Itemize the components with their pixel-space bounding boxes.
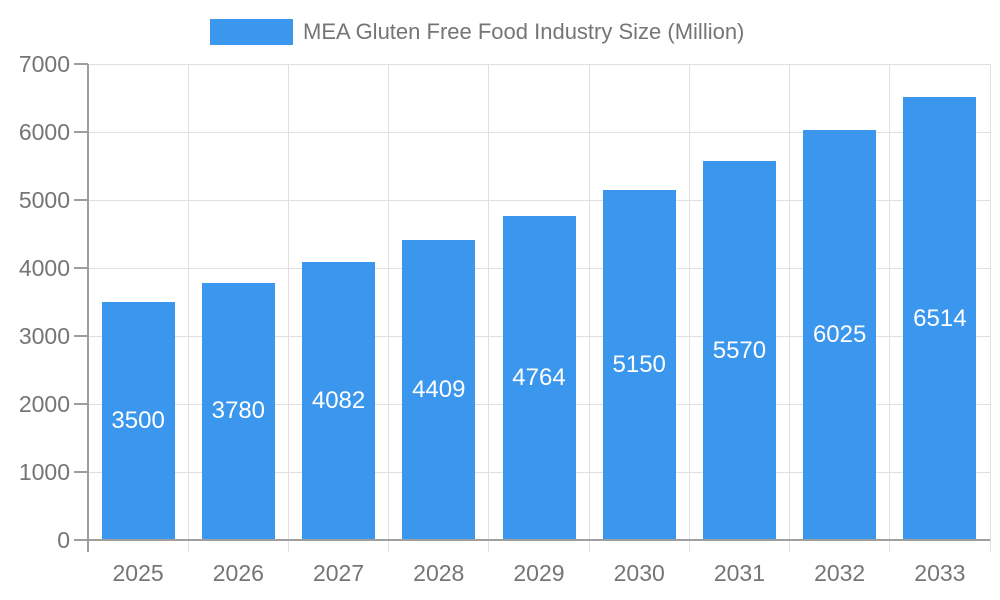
bar-value-label: 6514 bbox=[913, 304, 967, 332]
y-tick bbox=[74, 335, 88, 337]
y-tick bbox=[74, 403, 88, 405]
x-tick-label: 2031 bbox=[713, 560, 766, 586]
x-axis-line bbox=[88, 539, 990, 541]
bar[interactable] bbox=[201, 282, 275, 540]
y-tick bbox=[74, 63, 88, 65]
bar[interactable] bbox=[903, 97, 977, 540]
y-axis-line bbox=[87, 64, 89, 552]
x-tick-label: 2025 bbox=[112, 560, 164, 586]
y-tick-label: 0 bbox=[57, 527, 70, 553]
gridline-h bbox=[88, 131, 990, 133]
gridline-v bbox=[789, 64, 791, 552]
y-tick-label: 7000 bbox=[18, 51, 70, 77]
x-tick-label: 2033 bbox=[914, 560, 966, 586]
y-tick-label: 3000 bbox=[18, 323, 70, 349]
legend-label: MEA Gluten Free Food Industry Size (Mill… bbox=[303, 19, 745, 44]
bar-value-label: 4764 bbox=[512, 364, 566, 392]
y-tick-label: 4000 bbox=[18, 255, 70, 281]
legend-item[interactable]: MEA Gluten Free Food Industry Size (Mill… bbox=[210, 19, 744, 45]
bar-value-label: 5150 bbox=[612, 350, 666, 378]
gridline-v bbox=[989, 64, 991, 552]
y-tick bbox=[74, 267, 88, 269]
y-tick-label: 1000 bbox=[18, 459, 70, 485]
bar-value-label: 6025 bbox=[812, 321, 867, 349]
y-tick bbox=[74, 539, 88, 541]
x-tick-label: 2028 bbox=[413, 560, 465, 586]
x-tick-label: 2026 bbox=[212, 560, 264, 586]
gridline-v bbox=[388, 64, 390, 552]
bar-value-label: 3780 bbox=[211, 397, 266, 425]
x-tick-label: 2030 bbox=[613, 560, 665, 586]
bar[interactable] bbox=[602, 189, 676, 540]
y-tick bbox=[74, 199, 88, 201]
bar[interactable] bbox=[502, 216, 576, 540]
x-tick-label: 2032 bbox=[814, 560, 866, 586]
gridline-v bbox=[688, 64, 690, 552]
bar-value-label: 4409 bbox=[412, 376, 466, 404]
y-tick-label: 2000 bbox=[18, 391, 70, 417]
bar[interactable] bbox=[101, 302, 175, 540]
legend-swatch bbox=[210, 19, 293, 45]
bar[interactable] bbox=[402, 240, 476, 540]
bar-value-label: 4082 bbox=[311, 387, 366, 415]
gridline-v bbox=[488, 64, 490, 552]
y-tick bbox=[74, 471, 88, 473]
x-tick-label: 2027 bbox=[312, 560, 365, 586]
gridline-v bbox=[187, 64, 189, 552]
y-tick-label: 5000 bbox=[18, 187, 70, 213]
gridline-v bbox=[287, 64, 289, 552]
bar[interactable] bbox=[803, 130, 877, 540]
gridline-h bbox=[88, 63, 990, 65]
bar-value-label: 3500 bbox=[111, 407, 165, 434]
gridline-v bbox=[889, 64, 891, 552]
gridline-v bbox=[588, 64, 590, 552]
bar-value-label: 5570 bbox=[712, 336, 767, 364]
y-tick-label: 6000 bbox=[18, 119, 70, 145]
x-tick-label: 2029 bbox=[513, 560, 565, 586]
bar[interactable] bbox=[702, 161, 776, 540]
bar[interactable] bbox=[302, 262, 376, 540]
y-tick bbox=[74, 131, 88, 133]
gridline-h bbox=[88, 199, 990, 201]
